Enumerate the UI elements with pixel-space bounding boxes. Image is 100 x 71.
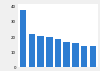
Bar bbox=[29, 34, 35, 67]
Bar bbox=[46, 37, 53, 67]
Bar bbox=[90, 46, 96, 67]
Bar bbox=[20, 10, 26, 67]
Bar bbox=[81, 46, 87, 67]
Bar bbox=[63, 42, 70, 67]
Bar bbox=[55, 39, 61, 67]
Bar bbox=[37, 36, 44, 67]
Bar bbox=[72, 43, 79, 67]
